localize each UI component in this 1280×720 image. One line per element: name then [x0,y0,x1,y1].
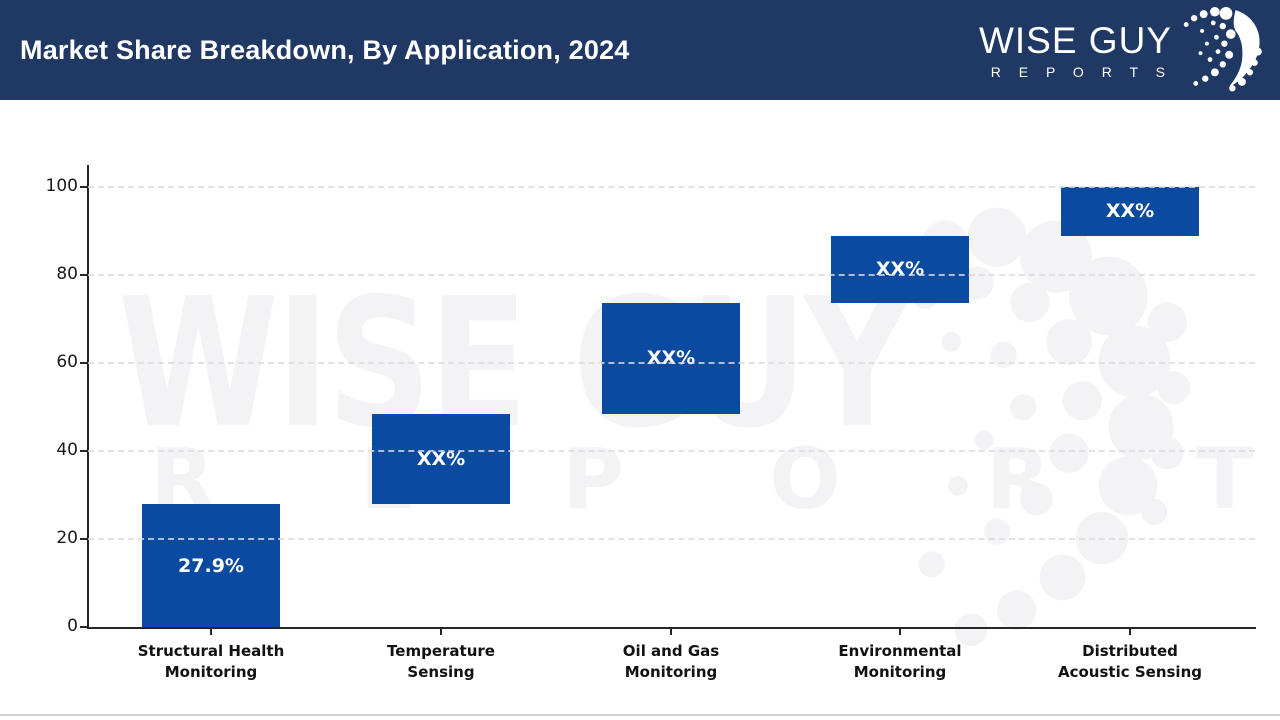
y-tick-label-40: 40 [56,440,78,460]
bar-value-label: XX% [1105,200,1155,223]
category-label-line: Temperature [387,642,495,660]
bar-value-label: XX% [416,447,466,470]
category-label-line: Sensing [407,663,475,681]
y-tick-mark-20 [80,538,88,540]
category-label-structural-health-monitoring: Structural Health Monitoring [91,641,331,683]
category-label-line: Distributed [1082,642,1178,660]
y-tick-label-100: 100 [45,176,78,196]
bottom-divider [0,714,1280,716]
y-tick-mark-80 [80,274,88,276]
y-tick-mark-100 [80,186,88,188]
x-tick-mark-distributed-acoustic-sensing [1129,627,1131,635]
bar-value-label: XX% [646,347,696,370]
gridline-40 [88,450,1255,452]
category-label-line: Structural Health [137,642,285,660]
gridline-20 [88,538,1255,540]
bar-structural-health-monitoring: 27.9% [142,504,280,627]
bar-value-label: 27.9% [178,554,244,577]
y-tick-mark-60 [80,362,88,364]
bar-distributed-acoustic-sensing: XX% [1061,187,1199,236]
logo-wordmark: WISE GUY [978,19,1172,61]
x-tick-mark-oil-and-gas-monitoring [670,627,672,635]
logo-text: WISE GUY R E P O R T S [979,22,1172,79]
wise-guy-reports-logo: WISE GUY R E P O R T S [979,7,1266,93]
y-tick-label-60: 60 [56,352,78,372]
logo-subtitle: R E P O R T S [990,63,1172,80]
bar-value-label: XX% [875,258,925,281]
logo-head-icon [1183,7,1262,92]
category-label-distributed-acoustic-sensing: Distributed Acoustic Sensing [1010,641,1250,683]
category-label-line: Monitoring [624,663,718,681]
header: Market Share Breakdown, By Application, … [0,0,1280,100]
y-tick-label-0: 0 [67,616,78,636]
category-label-line: Monitoring [164,663,258,681]
bar-temperature-sensing: XX% [372,413,510,505]
gridline-60 [88,362,1255,364]
category-label-environmental-monitoring: Environmental Monitoring [780,641,1020,683]
gridline-100 [88,186,1255,188]
bar-oil-and-gas-monitoring: XX% [602,303,740,414]
y-tick-mark-0 [80,626,88,628]
x-tick-mark-environmental-monitoring [899,627,901,635]
x-tick-mark-temperature-sensing [440,627,442,635]
category-label-oil-and-gas-monitoring: Oil and Gas Monitoring [551,641,791,683]
page-title: Market Share Breakdown, By Application, … [20,34,630,65]
bar-environmental-monitoring: XX% [831,235,969,304]
category-label-line: Acoustic Sensing [1058,663,1202,681]
y-tick-label-80: 80 [56,264,78,284]
category-label-line: Environmental [838,642,962,660]
y-tick-mark-40 [80,450,88,452]
y-tick-label-20: 20 [56,528,78,548]
category-label-temperature-sensing: Temperature Sensing [321,641,561,683]
gridline-80 [88,274,1255,276]
category-label-line: Oil and Gas [622,642,720,660]
y-axis-line [87,165,89,629]
category-label-line: Monitoring [853,663,947,681]
x-tick-mark-structural-health-monitoring [210,627,212,635]
